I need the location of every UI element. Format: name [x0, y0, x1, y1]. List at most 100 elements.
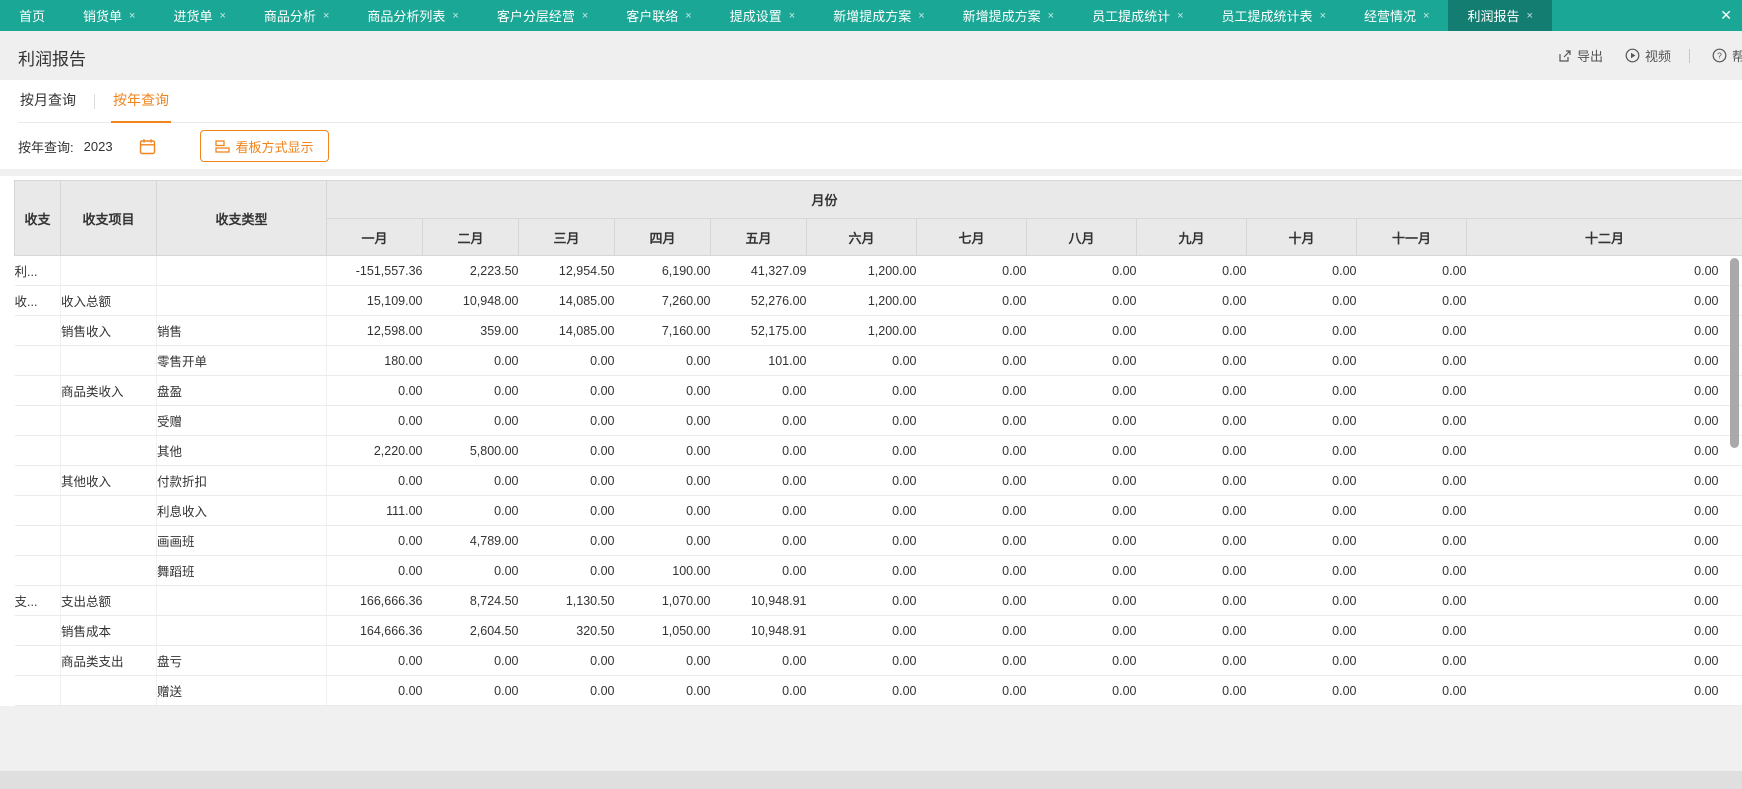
video-button[interactable]: 视频 — [1625, 46, 1671, 65]
tab-close-icon[interactable]: × — [322, 9, 330, 22]
table-row[interactable]: 其他 2,220.00 5,800.00 0.00 0.00 0.00 0.00 0.00 0.… — [14, 435, 1742, 466]
subtab-divider — [94, 93, 95, 109]
table-row[interactable]: 其他0.00620.000.000.000.000.000.000.000.00… — [14, 705, 1742, 706]
board-view-icon — [214, 139, 230, 153]
export-label: 导出 — [1576, 49, 1603, 64]
close-all-tabs-icon[interactable]: ✕ — [1720, 7, 1732, 23]
tab-2[interactable]: 进货单 × — [154, 0, 244, 31]
row-label-cell — [14, 645, 61, 676]
month-header: 十二月 — [1465, 218, 1742, 256]
profit-report-table: 收支 收支项目 收支类型 月份 一月 二月 三月 四月 五月 六月 七月 八月 九月 十月 十一月 十二月 利… — [14, 180, 1742, 706]
tab-close-icon[interactable]: × — [581, 9, 589, 22]
tab-close-icon[interactable]: × — [1526, 9, 1533, 22]
export-icon — [1559, 49, 1571, 62]
value-cell: 0.00 — [518, 495, 615, 526]
table-row[interactable]: 其他收入 付款折扣 0.00 0.00 0.00 0.00 0.00 0.00 0.00 0.00… — [14, 465, 1742, 496]
value-cell: 7,260.00 — [614, 285, 711, 316]
vertical-scrollbar[interactable] — [1730, 258, 1739, 448]
row-label-cell — [60, 705, 157, 706]
value-cell: 166,666.36 — [326, 585, 423, 616]
tab-close-icon[interactable]: × — [788, 9, 796, 22]
value-cell: 100.00 — [614, 555, 711, 586]
table-row[interactable]: 收... 收入总额 15,109.00 10,948.00 14,085.00 7,260… — [14, 285, 1742, 316]
export-button[interactable]: 导出 — [1558, 46, 1603, 65]
row-label-cell — [156, 285, 327, 316]
value-cell: 0.00 — [1026, 585, 1137, 616]
tab-close-icon[interactable]: × — [219, 9, 226, 22]
tab-active[interactable]: 利润报告 × — [1448, 0, 1552, 31]
video-label: 视频 — [1644, 49, 1671, 64]
tab-close-icon[interactable]: × — [1047, 9, 1055, 22]
row-label-cell — [60, 525, 157, 556]
tab-close-icon[interactable]: × — [1423, 9, 1430, 22]
tab-8[interactable]: 新增提成方案 × — [814, 0, 943, 31]
tab-close-icon[interactable]: × — [129, 9, 136, 22]
tab-3[interactable]: 商品分析 × — [245, 0, 348, 31]
tab-12[interactable]: 经营情况 × — [1345, 0, 1448, 31]
value-cell: 164,666.36 — [326, 615, 423, 646]
tab-9[interactable]: 新增提成方案 × — [944, 0, 1073, 31]
tab-monthly-query[interactable]: 按月查询 — [20, 92, 76, 108]
table-row[interactable]: 销售成本 164,666.36 2,604.50 320.50 1,050.00 10,9… — [14, 615, 1742, 646]
row-label-cell: 支... — [14, 585, 61, 616]
value-cell: 0.00 — [1466, 465, 1742, 496]
value-cell: 0.00 — [1026, 435, 1137, 466]
tab-close-icon[interactable]: × — [1319, 9, 1326, 22]
column-header: 收支类型 — [156, 180, 327, 256]
table-row[interactable]: 画画班 0.00 4,789.00 0.00 0.00 0.00 0.00 0.00 0.00 0… — [14, 525, 1742, 556]
help-button[interactable]: ? 帮助 — [1712, 46, 1742, 65]
row-label-cell: 其他收入 — [60, 465, 157, 496]
value-cell: 4,789.00 — [422, 525, 519, 556]
table-row[interactable]: 零售开单 180.00 0.00 0.00 0.00 101.00 0.00 0.00 0.00… — [14, 345, 1742, 376]
tab-10[interactable]: 员工提成统计 × — [1073, 0, 1202, 31]
value-cell: 0.00 — [326, 675, 423, 706]
value-cell: 620.00 — [422, 705, 519, 706]
tab-close-icon[interactable]: × — [452, 9, 459, 22]
row-label-cell — [14, 615, 61, 646]
value-cell: 0.00 — [1136, 345, 1247, 376]
value-cell: 0.00 — [326, 405, 423, 436]
row-label-cell: 利... — [14, 255, 61, 286]
value-cell: 12,954.50 — [518, 255, 615, 286]
value-cell: 0.00 — [1356, 285, 1467, 316]
footer-bar — [0, 771, 1742, 789]
value-cell: 0.00 — [1246, 705, 1357, 706]
row-label-cell: 画画班 — [156, 525, 327, 556]
tab-5[interactable]: 客户分层经营 × — [478, 0, 607, 31]
table-row[interactable]: 支... 支出总额 166,666.36 8,724.50 1,130.50 1,070.… — [14, 585, 1742, 616]
table-row[interactable]: 商品类收入 盘盈 0.00 0.00 0.00 0.00 0.00 0.00 0.00 0.00 0… — [14, 375, 1742, 406]
tab-6[interactable]: 客户联络 × — [607, 0, 710, 31]
table-row[interactable]: 受赠 0.00 0.00 0.00 0.00 0.00 0.00 0.00 0.00 0.00 0.… — [14, 405, 1742, 436]
row-label-cell — [14, 345, 61, 376]
value-cell: 6,190.00 — [614, 255, 711, 286]
tab-close-icon[interactable]: × — [918, 9, 925, 22]
tab-close-icon[interactable]: × — [1177, 9, 1184, 22]
tab-label: 客户分层经营 — [496, 9, 575, 24]
tab-yearly-query[interactable]: 按年查询 — [111, 80, 171, 123]
value-cell: 0.00 — [806, 555, 917, 586]
tab-1[interactable]: 销货单 × — [64, 0, 154, 31]
table-row[interactable]: 利息收入 111.00 0.00 0.00 0.00 0.00 0.00 0.00 0.00 0.… — [14, 495, 1742, 526]
value-cell: 0.00 — [1026, 525, 1137, 556]
board-view-button[interactable]: 看板方式显示 — [199, 130, 329, 162]
value-cell: 0.00 — [1026, 315, 1137, 346]
value-cell: 0.00 — [916, 315, 1027, 346]
value-cell: 0.00 — [1026, 705, 1137, 706]
table-row[interactable]: 商品类支出 盘亏 0.00 0.00 0.00 0.00 0.00 0.00 0.00 0.00 0… — [14, 645, 1742, 676]
table-row[interactable]: 利... -151,557.36 2,223.50 12,954.50 6,190.00… — [14, 255, 1742, 286]
table-row[interactable]: 舞蹈班 0.00 0.00 0.00 100.00 0.00 0.00 0.00 0.00 0.0… — [14, 555, 1742, 586]
tab-4[interactable]: 商品分析列表 × — [348, 0, 477, 31]
tab-0[interactable]: 首页 — [0, 0, 64, 31]
tab-11[interactable]: 员工提成统计表 × — [1203, 0, 1345, 31]
value-cell: 0.00 — [1246, 585, 1357, 616]
value-cell: 0.00 — [1466, 585, 1742, 616]
value-cell: 1,200.00 — [806, 285, 917, 316]
tab-close-icon[interactable]: × — [685, 9, 692, 22]
tab-7[interactable]: 提成设置 × — [711, 0, 814, 31]
help-icon: ? — [1712, 48, 1727, 63]
calendar-icon[interactable] — [139, 138, 156, 155]
table-row[interactable]: 销售收入 销售 12,598.00 359.00 14,085.00 7,160.00 52… — [14, 315, 1742, 346]
table-row[interactable]: 赠送 0.00 0.00 0.00 0.00 0.00 0.00 0.00 0.00 0.00 0.… — [14, 675, 1742, 706]
year-value[interactable]: 2023 — [83, 138, 113, 154]
value-cell: 0.00 — [710, 495, 807, 526]
